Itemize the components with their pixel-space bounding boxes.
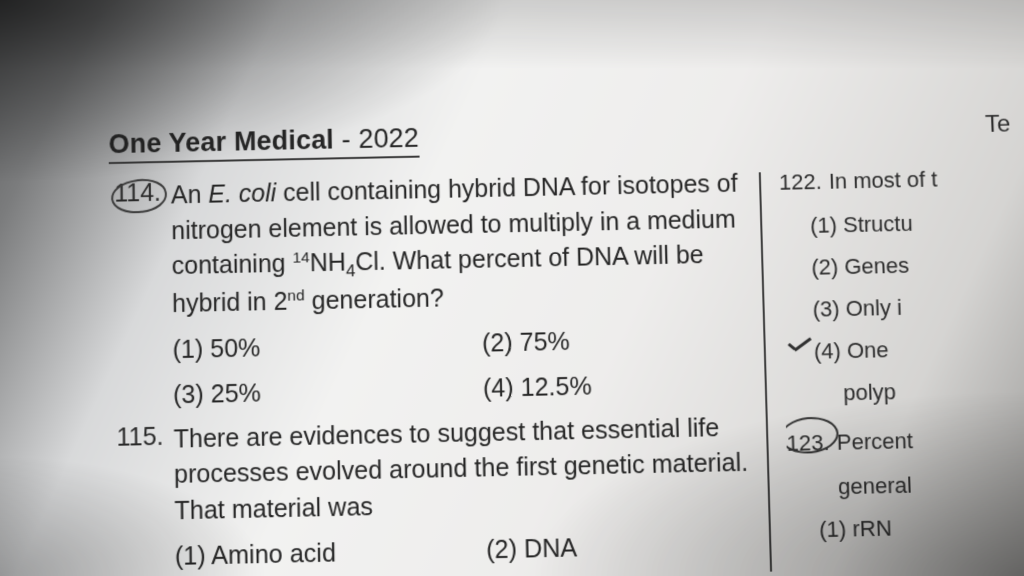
q114-i: nd [287,287,305,304]
q123-line2: general [817,466,1019,505]
q114-g: Cl. [355,248,386,277]
q114-a: An [171,181,209,210]
q122-line: 122.In most of t [779,161,1009,200]
q122-opt-4-wrap: (4) One [813,331,1014,369]
q114-j: generation? [305,285,445,316]
q115-opt-2: (2) DNA [486,527,758,569]
q114-body: An E. coli cell containing hybrid DNA fo… [171,167,754,414]
page-surface: One Year Medical - 2022 Te 114. An E. co… [0,0,1024,576]
q114-opt-4: (4) 12.5% [483,366,754,407]
q115-stem: There are evidences to suggest that esse… [173,410,756,530]
q122-opt-4: (4) One [814,338,889,365]
q122-opt-4b: polyp [815,373,1017,411]
q114-d: 14 [292,249,309,266]
question-114: 114. An E. coli cell containing hybrid D… [109,167,753,416]
q122-opt-1: (1) Structu [810,205,1011,243]
q115-options: (1) Amino acid (2) DNA [175,527,758,575]
q123-tail: general (1) rRN [787,466,1021,548]
q114-options: (1) 50% (2) 75% (3) 25% (4) 12.5% [172,321,753,414]
right-column: 122.In most of t (1) Structu (2) Genes (… [779,161,1022,556]
header-title: One Year Medical [108,125,334,159]
q115-opt-1: (1) Amino acid [175,534,447,576]
header-sep: - [334,124,359,154]
q114-opt-1: (1) 50% [172,327,442,368]
left-column: 114. An E. coli cell containing hybrid D… [109,167,758,576]
q114-number-text: 114. [114,179,161,208]
q115-body: There are evidences to suggest that esse… [173,410,757,576]
header-year: 2022 [358,123,419,154]
q114-f: 4 [346,261,356,280]
q122-options: (1) Structu (2) Genes (3) Only i (4) One… [780,205,1017,412]
q123-opt-1: (1) rRN [819,508,1021,547]
q115-number-text: 115. [116,422,163,451]
q122-number: 122. [779,165,830,200]
column-divider [759,172,772,571]
q114-e: NH [310,249,347,278]
page-header: One Year Medical - 2022 [108,123,419,164]
q114-number: 114. [109,179,173,416]
question-115: 115. There are evidences to suggest that… [111,410,758,576]
q122-stem: In most of t [828,167,937,194]
q115-number: 115. [111,422,175,576]
q114-stem: An E. coli cell containing hybrid DNA fo… [171,167,751,323]
columns: 114. An E. coli cell containing hybrid D… [109,161,1024,576]
header-right-fragment: Te [985,111,1011,139]
pen-tick-icon [785,335,812,362]
q114-opt-3: (3) 25% [173,373,443,414]
q114-b: E. coli [208,179,276,208]
q122-opt-3: (3) Only i [812,289,1013,327]
q122-opt-2: (2) Genes [811,247,1012,285]
q123-stem: Percent [836,428,913,455]
q114-opt-2: (2) 75% [482,321,752,362]
